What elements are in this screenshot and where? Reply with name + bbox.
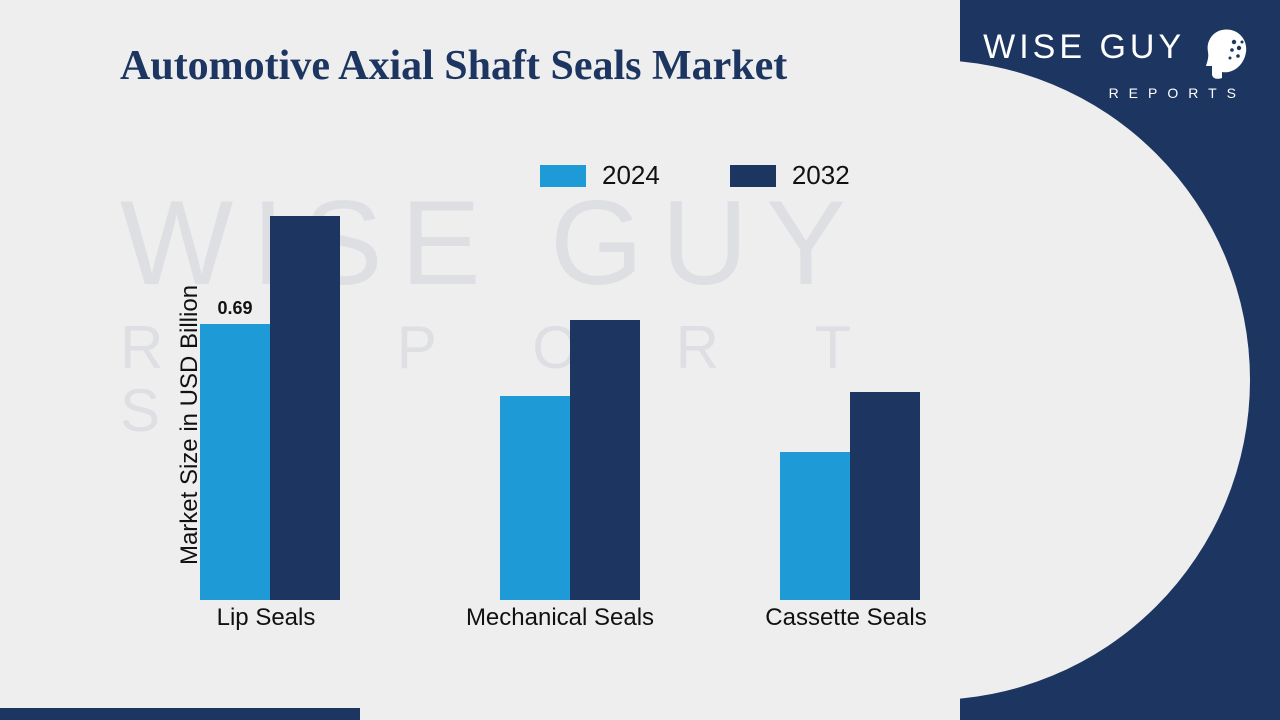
chart-title: Automotive Axial Shaft Seals Market [120,42,787,90]
brand-line2: REPORTS [983,85,1250,101]
bar-group-mechanical-seals [500,200,680,600]
bar-lip-2024: 0.69 [200,324,270,600]
bar-group-lip-seals: 0.69 [200,200,380,600]
bar-group-cassette-seals [780,200,960,600]
bar-cass-2032 [850,392,920,600]
chart-stage: Automotive Axial Shaft Seals Market WISE… [0,0,1280,720]
cat-label-cass: Cassette Seals [756,604,936,632]
brand-line1: WISE GUY [983,28,1184,66]
brand-head-icon [1204,28,1250,89]
bar-mech-2024 [500,396,570,600]
chart-area: Market Size in USD Billion 0.69 Lip Seal… [90,160,970,690]
bar-mech-2032 [570,320,640,600]
bar-lip-2032 [270,216,340,600]
cat-label-mech: Mechanical Seals [460,604,660,632]
brand-logo: WISE GUY REPORTS [983,28,1250,101]
bar-label-lip-2024: 0.69 [200,298,270,319]
bar-cass-2024 [780,452,850,600]
cat-label-lip: Lip Seals [176,604,356,632]
x-axis: Lip Seals Mechanical Seals Cassette Seal… [160,600,970,602]
bottom-accent-bar [0,708,360,720]
plot-region: 0.69 [160,200,970,600]
